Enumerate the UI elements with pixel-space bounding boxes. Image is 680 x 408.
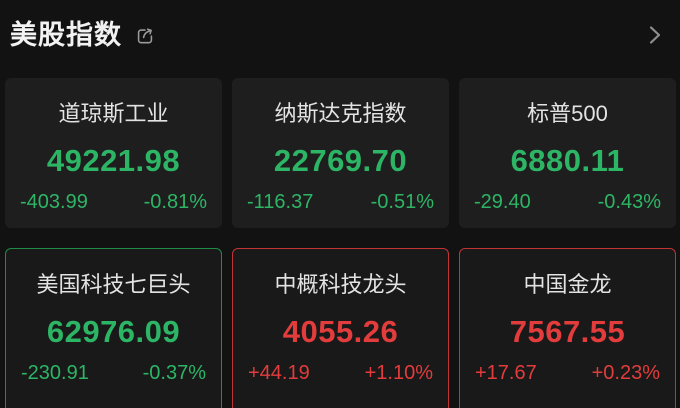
index-change-row: -230.91 -0.37% [6,361,221,385]
index-value: 49221.98 [46,143,181,178]
index-card-china-golden-dragon[interactable]: 中国金龙 7567.55 +17.67 +0.23% [459,248,676,408]
index-name: 标普500 [527,101,608,126]
index-change-row: -116.37 -0.51% [232,190,449,214]
index-change: -29.40 [474,191,531,213]
index-change-row: +44.19 +1.10% [233,361,448,385]
index-change-pct: +1.10% [364,362,433,384]
index-change: +17.67 [475,362,537,384]
index-card-magnificent-seven[interactable]: 美国科技七巨头 62976.09 -230.91 -0.37% [5,248,222,408]
index-name: 道琼斯工业 [58,101,169,126]
index-grid-row-1: 道琼斯工业 49221.98 -403.99 -0.81% 纳斯达克指数 227… [5,78,676,228]
index-value: 62976.09 [46,314,181,349]
widget-header: 美股指数 [0,0,680,78]
index-change-pct: -0.51% [370,191,434,213]
index-name: 中概科技龙头 [274,272,407,297]
index-change-pct: +0.23% [591,362,660,384]
index-change-row: +17.67 +0.23% [460,361,675,385]
index-value: 6880.11 [510,143,625,178]
index-grid-row-2: 美国科技七巨头 62976.09 -230.91 -0.37% 中概科技龙头 4… [5,248,676,408]
index-change-pct: -0.81% [143,191,207,213]
share-icon[interactable] [134,25,156,47]
index-change-pct: -0.43% [597,191,661,213]
index-card-dow-jones[interactable]: 道琼斯工业 49221.98 -403.99 -0.81% [5,78,222,228]
index-change-row: -403.99 -0.81% [5,190,222,214]
page-title: 美股指数 [10,19,122,50]
index-value: 22769.70 [273,143,408,178]
index-change: -116.37 [247,191,314,213]
index-value: 7567.55 [509,314,626,349]
index-card-nasdaq[interactable]: 纳斯达克指数 22769.70 -116.37 -0.51% [232,78,449,228]
index-name: 纳斯达克指数 [274,101,407,126]
index-change-pct: -0.37% [142,362,206,384]
index-change: -230.91 [21,362,89,384]
chevron-right-icon[interactable] [642,22,666,48]
index-change: -403.99 [20,191,88,213]
index-card-china-tech-leaders[interactable]: 中概科技龙头 4055.26 +44.19 +1.10% [232,248,449,408]
index-name: 中国金龙 [523,272,612,297]
index-change-row: -29.40 -0.43% [459,190,676,214]
index-card-sp500[interactable]: 标普500 6880.11 -29.40 -0.43% [459,78,676,228]
index-name: 美国科技七巨头 [36,272,191,297]
index-value: 4055.26 [282,314,399,349]
index-change: +44.19 [248,362,310,384]
